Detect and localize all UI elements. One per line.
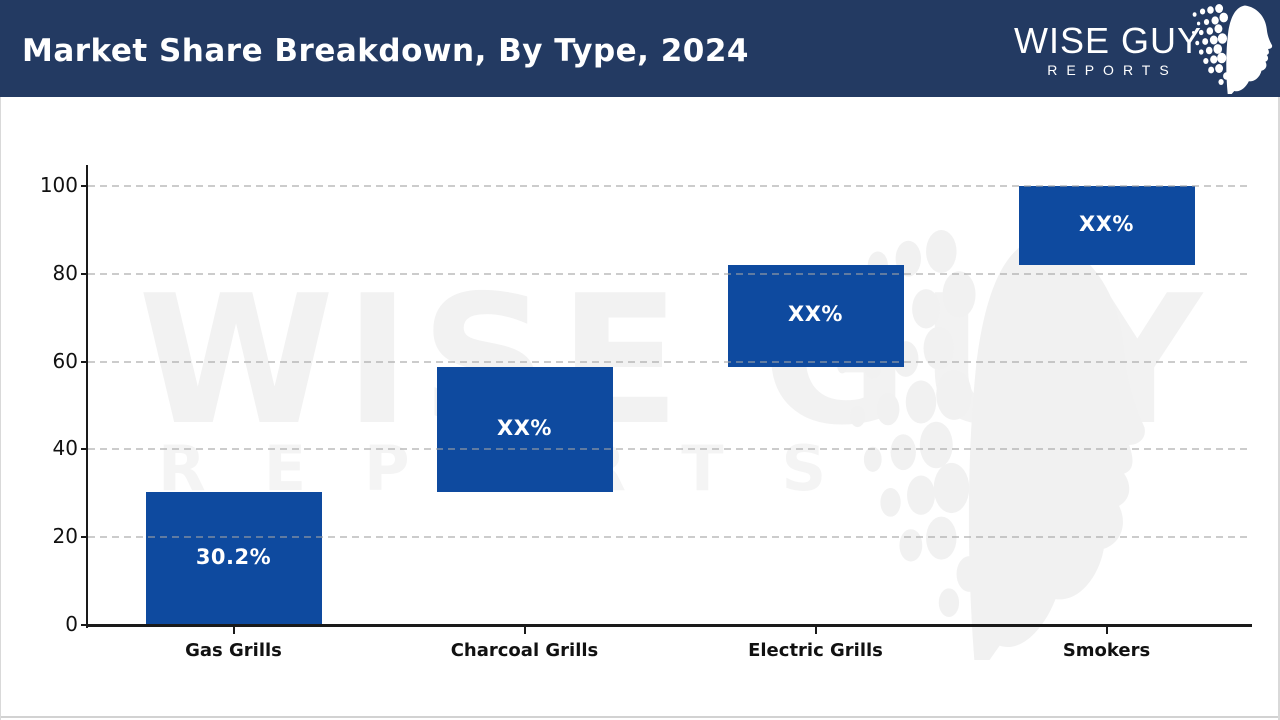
x-axis-tick — [814, 625, 817, 634]
y-axis-line — [86, 165, 88, 628]
gridline — [88, 448, 1252, 451]
gridline — [88, 536, 1252, 539]
y-axis-label: 60 — [52, 348, 78, 373]
bar — [145, 492, 322, 625]
logo-text: WISE GUY REPORTS — [1014, 22, 1202, 78]
x-axis-label: Charcoal Grills — [450, 640, 599, 661]
x-axis-tick — [523, 625, 526, 634]
page-border-left — [0, 97, 1, 720]
x-axis-line — [86, 624, 1252, 627]
gridline — [88, 272, 1252, 275]
y-axis-label: 100 — [39, 173, 78, 197]
bar — [727, 265, 904, 367]
x-axis-label: Smokers — [1062, 640, 1151, 661]
bar-value-label: XX% — [788, 301, 843, 326]
dotted-head-profile-icon — [1191, 4, 1273, 94]
page-border-right — [1278, 97, 1280, 720]
y-axis-label: 20 — [52, 524, 78, 549]
y-axis-label: 80 — [52, 260, 78, 285]
x-axis-label: Electric Grills — [748, 640, 883, 661]
x-axis-label: Gas Grills — [185, 640, 282, 661]
x-axis-tick — [1105, 625, 1108, 634]
bar — [1018, 186, 1195, 266]
y-axis-tick — [81, 360, 88, 363]
chart-title: Market Share Breakdown, By Type, 2024 — [22, 33, 750, 69]
gridline — [88, 185, 1252, 187]
y-axis-tick — [81, 272, 88, 275]
page-border-bottom — [0, 716, 1280, 718]
x-axis-tick — [232, 625, 235, 634]
y-axis-tick — [81, 448, 88, 451]
gridline — [88, 360, 1252, 363]
y-axis-tick — [81, 624, 88, 626]
logo-subtitle: REPORTS — [1047, 61, 1178, 78]
y-axis-label: 0 — [65, 612, 78, 636]
bar — [436, 366, 613, 493]
bar-value-label: XX% — [1079, 211, 1134, 236]
y-axis-label: 40 — [52, 436, 78, 461]
logo-wordmark: WISE GUY — [1013, 20, 1202, 62]
y-axis-tick — [81, 536, 88, 539]
bar-value-label: XX% — [497, 415, 552, 440]
y-axis-tick — [81, 185, 88, 187]
bar-value-label: 30.2% — [195, 544, 272, 569]
header-banner: Market Share Breakdown, By Type, 2024 WI… — [0, 0, 1280, 97]
wiseguy-logo: WISE GUY REPORTS — [1014, 4, 1274, 94]
